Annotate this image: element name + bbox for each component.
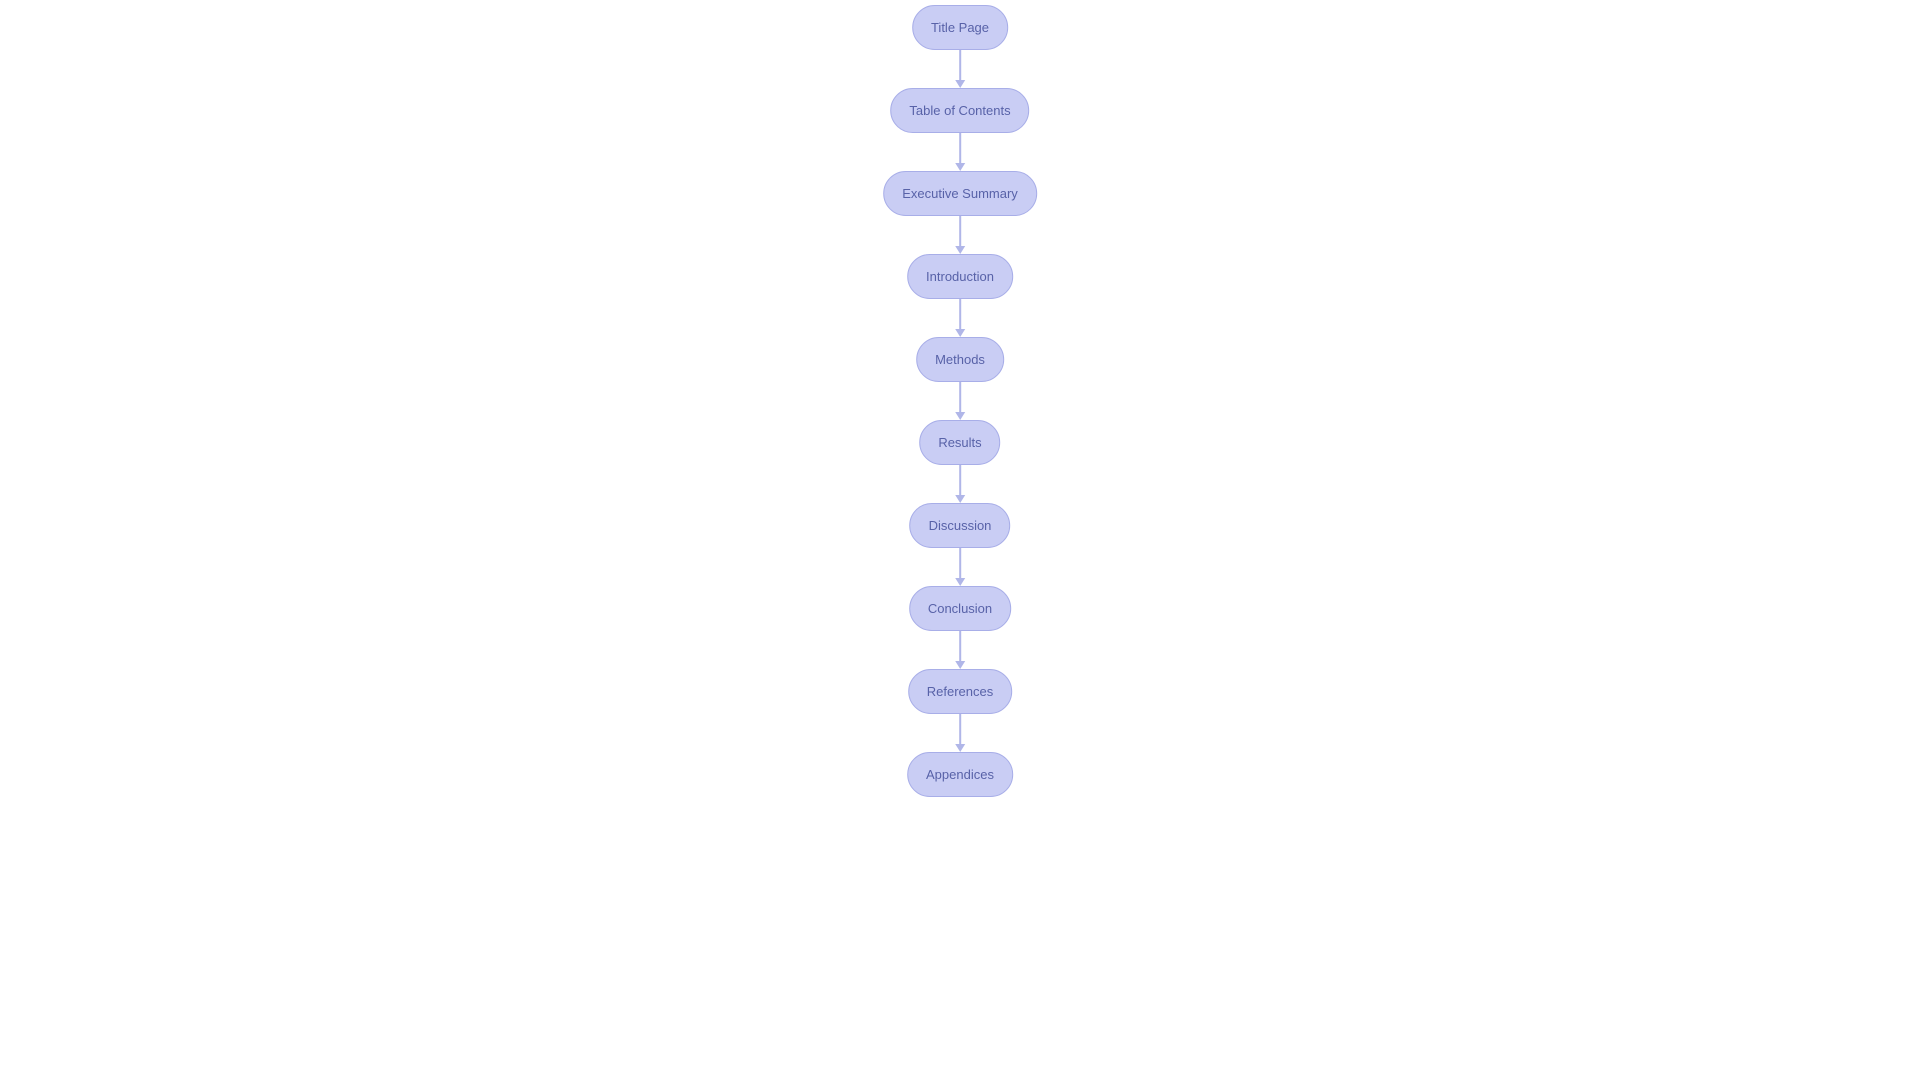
arrow-down-icon (955, 661, 965, 669)
connector-line (959, 548, 961, 578)
arrow-down-icon (955, 495, 965, 503)
connector-line (959, 299, 961, 329)
connector-line (959, 216, 961, 246)
connector-line (959, 50, 961, 80)
node-introduction: Introduction (907, 254, 1013, 299)
arrow-down-icon (955, 329, 965, 337)
connector-line (959, 465, 961, 495)
connector (955, 548, 965, 586)
node-exec-summary: Executive Summary (883, 171, 1037, 216)
node-conclusion: Conclusion (909, 586, 1011, 631)
flowchart-container: Title Page Table of Contents Executive S… (883, 5, 1037, 797)
arrow-down-icon (955, 163, 965, 171)
node-title-page: Title Page (912, 5, 1008, 50)
connector-line (959, 133, 961, 163)
arrow-down-icon (955, 744, 965, 752)
arrow-down-icon (955, 578, 965, 586)
connector (955, 299, 965, 337)
connector (955, 382, 965, 420)
connector-line (959, 631, 961, 661)
connector (955, 631, 965, 669)
node-discussion: Discussion (910, 503, 1011, 548)
connector (955, 50, 965, 88)
node-results: Results (919, 420, 1000, 465)
arrow-down-icon (955, 246, 965, 254)
node-toc: Table of Contents (890, 88, 1029, 133)
node-references: References (908, 669, 1012, 714)
node-appendices: Appendices (907, 752, 1013, 797)
connector-line (959, 382, 961, 412)
arrow-down-icon (955, 412, 965, 420)
connector (955, 216, 965, 254)
connector (955, 714, 965, 752)
connector-line (959, 714, 961, 744)
connector (955, 133, 965, 171)
arrow-down-icon (955, 80, 965, 88)
connector (955, 465, 965, 503)
node-methods: Methods (916, 337, 1004, 382)
